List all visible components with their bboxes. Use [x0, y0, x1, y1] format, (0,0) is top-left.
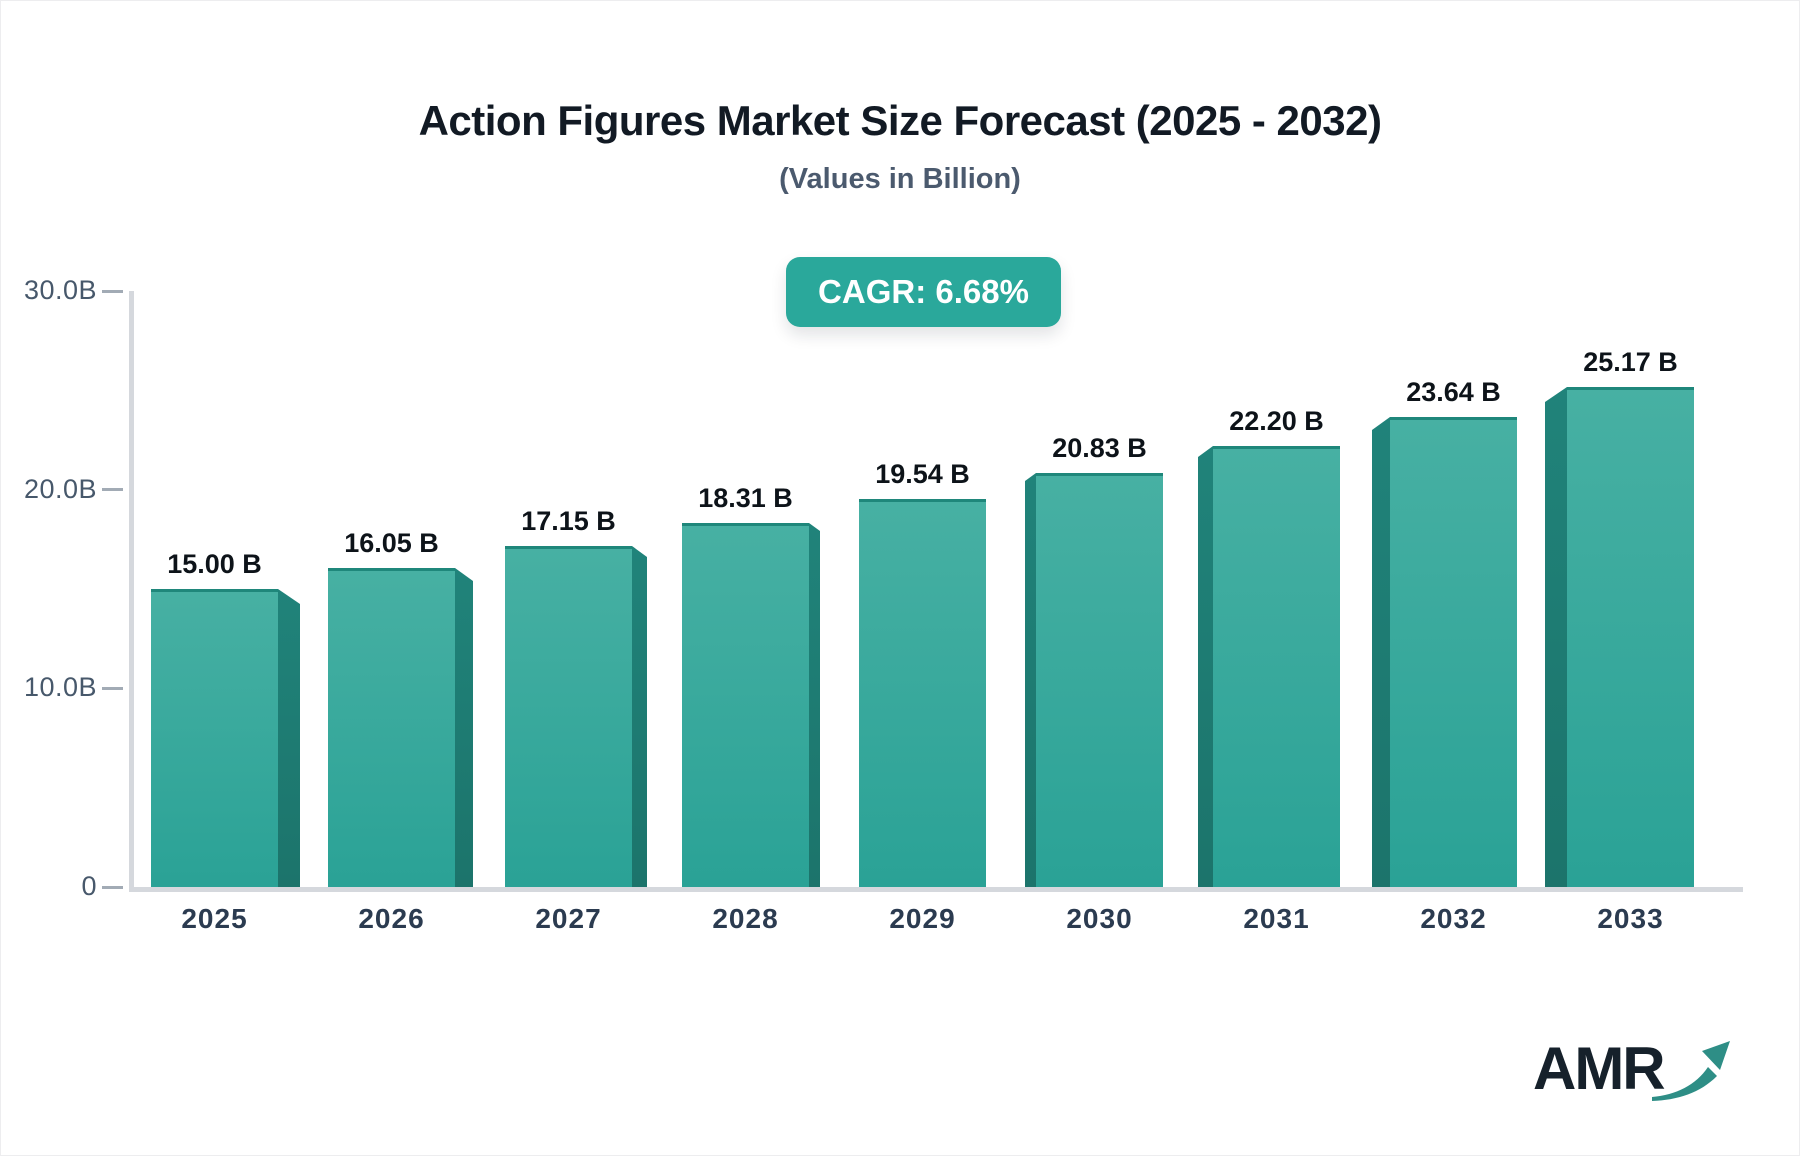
bar-3d-side: [1025, 473, 1036, 887]
y-axis-tick-label: 30.0B: [23, 275, 97, 305]
bar-value-label: 23.64 B: [1406, 377, 1501, 407]
bar: [682, 523, 809, 887]
bar-3d-side: [809, 523, 820, 887]
bar: [1567, 387, 1694, 887]
growth-arrow-icon: [1651, 1041, 1730, 1101]
bar-value-label: 22.20 B: [1229, 406, 1324, 436]
x-axis-tick-label: 2026: [358, 903, 425, 934]
x-axis-tick-label: 2025: [181, 903, 248, 934]
y-axis-tick-label: 0: [81, 871, 97, 901]
bar-value-label: 19.54 B: [875, 459, 970, 489]
bar-value-label: 18.31 B: [698, 483, 793, 513]
x-axis-tick-label: 2032: [1420, 903, 1487, 934]
cagr-badge: CAGR: 6.68%: [786, 257, 1061, 327]
bar-value-label: 17.15 B: [521, 506, 616, 536]
bar-value-label: 16.05 B: [344, 528, 439, 558]
bar: [328, 568, 455, 887]
bar-value-label: 15.00 B: [167, 549, 262, 579]
bar: [859, 499, 986, 887]
y-axis-tick: [102, 885, 123, 889]
y-axis-tick: [102, 289, 123, 293]
x-axis-tick-label: 2033: [1597, 903, 1664, 934]
y-axis-tick-label: 10.0B: [23, 672, 97, 703]
amr-logo-text: AMR: [1533, 1035, 1666, 1102]
bar: [151, 589, 278, 887]
bar-3d-side: [455, 568, 473, 887]
bar: [1213, 446, 1340, 887]
y-axis-tick: [102, 686, 123, 690]
chart-title: Action Figures Market Size Forecast (202…: [418, 97, 1382, 144]
bar-value-label: 25.17 B: [1583, 347, 1678, 377]
chart-subtitle: (Values in Billion): [779, 163, 1021, 195]
bar: [1036, 473, 1163, 887]
amr-logo: AMR: [1533, 1037, 1734, 1105]
bar-3d-side: [278, 589, 300, 887]
x-axis-line: [129, 887, 1743, 892]
bar-3d-side: [632, 546, 647, 887]
x-axis-tick-label: 2028: [712, 903, 779, 934]
y-axis-tick: [102, 488, 123, 492]
bar-3d-side: [1545, 387, 1567, 887]
bar-value-label: 20.83 B: [1052, 433, 1147, 463]
x-axis-tick-label: 2029: [889, 903, 956, 934]
y-axis-line: [129, 291, 134, 892]
bar: [505, 546, 632, 887]
y-axis-tick-label: 20.0B: [23, 473, 97, 504]
x-axis-tick-label: 2030: [1066, 903, 1133, 934]
bar: [1390, 417, 1517, 887]
x-axis-tick-label: 2031: [1243, 903, 1310, 934]
bar-3d-side: [1372, 417, 1390, 887]
bar-3d-side: [1198, 446, 1213, 887]
x-axis-tick-label: 2027: [535, 903, 602, 934]
